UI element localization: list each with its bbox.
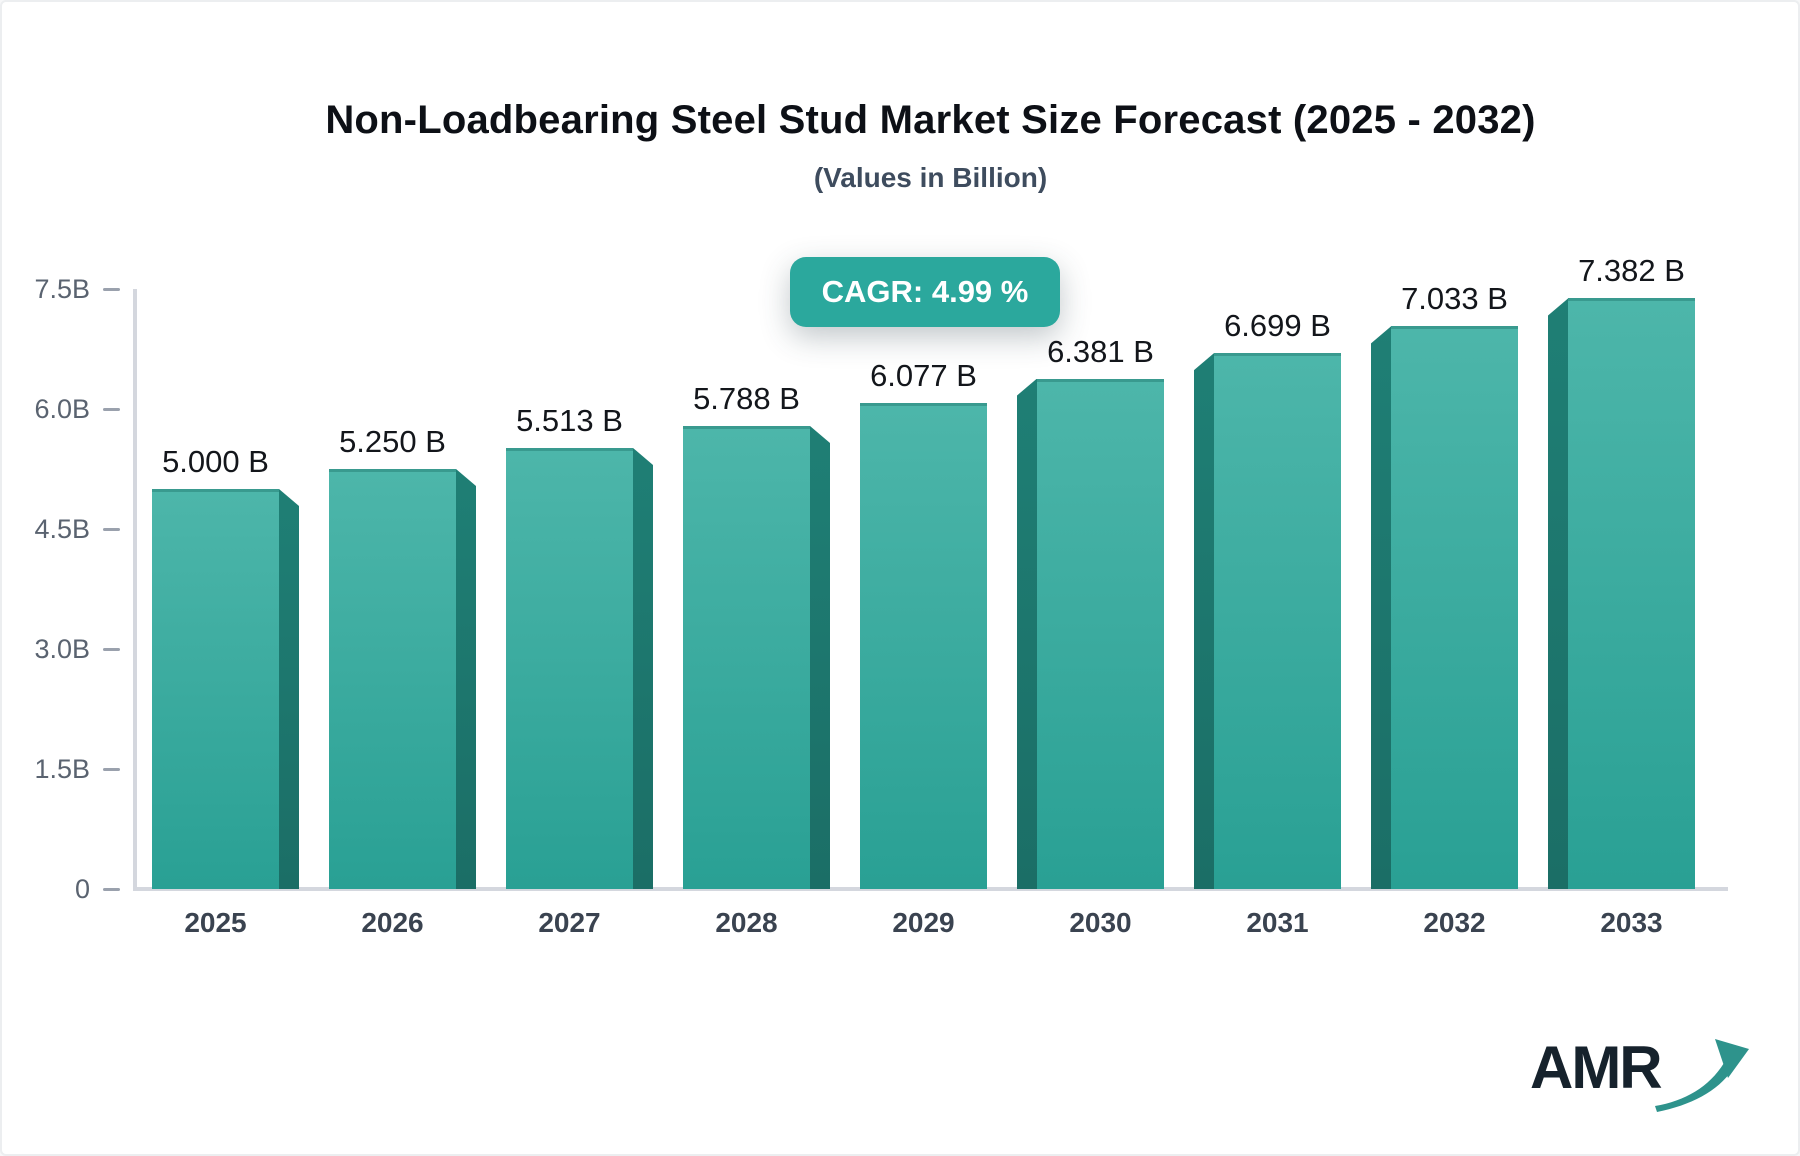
bar-value-label: 5.000 B — [162, 444, 269, 479]
bar-side-face-2026 — [456, 469, 476, 889]
bar-value-label: 7.033 B — [1401, 281, 1508, 317]
bar-2029 — [860, 402, 987, 889]
amr-logo: AMR — [1530, 1036, 1753, 1114]
bar-2027 — [506, 447, 633, 889]
x-tick-label: 2033 — [1600, 907, 1663, 938]
y-tick-dash — [103, 288, 120, 291]
x-axis-baseline — [133, 887, 1728, 891]
bar-2032 — [1391, 326, 1518, 889]
bar-side-face-2030 — [1017, 378, 1037, 889]
x-tick-label: 2028 — [715, 907, 778, 938]
bar-side-face-2031 — [1194, 353, 1214, 889]
bar-value-label: 5.788 B — [693, 380, 800, 416]
plot-area: 0 1.5B 3.0B 4.5B 6.0B 7.5B 5.000 B 5.250 B 5.51… — [34, 253, 1728, 938]
x-tick-label: 2025 — [184, 907, 247, 938]
bar-value-label: 6.077 B — [870, 357, 977, 393]
y-tick-dash — [103, 768, 120, 771]
x-tick-label: 2032 — [1423, 907, 1486, 938]
bar-value-label: 5.250 B — [339, 424, 446, 459]
growth-arrow-icon — [1654, 1039, 1749, 1112]
y-tick-label: 0 — [74, 874, 90, 904]
bar-2033 — [1568, 298, 1695, 889]
x-tick-label: 2030 — [1069, 907, 1132, 938]
bar-2030 — [1037, 378, 1164, 889]
y-tick-dash — [103, 528, 120, 531]
amr-logo-text: AMR — [1530, 1034, 1663, 1101]
bar-side-face-2032 — [1371, 326, 1391, 889]
bar-value-label: 7.382 B — [1578, 253, 1685, 289]
bar-2031 — [1214, 353, 1341, 889]
y-tick-label: 3.0B — [34, 634, 90, 664]
bar-side-face-2025 — [279, 489, 299, 889]
bar-value-label: 6.381 B — [1047, 333, 1154, 369]
y-axis-line — [133, 289, 137, 889]
chart-subtitle: (Values in Billion) — [813, 162, 1048, 193]
y-tick-dash — [103, 408, 120, 411]
bar-2025 — [152, 489, 279, 889]
bar-value-label: 6.699 B — [1224, 308, 1331, 344]
cagr-badge: CAGR: 4.99 % — [790, 257, 1060, 327]
y-tick-label: 6.0B — [34, 394, 90, 424]
x-tick-label: 2026 — [361, 907, 424, 938]
x-tick-label: 2027 — [538, 907, 601, 938]
y-tick-label: 1.5B — [34, 754, 90, 784]
y-tick-label: 7.5B — [34, 274, 90, 304]
bar-side-face-2027 — [633, 447, 653, 889]
x-tick-label: 2031 — [1246, 907, 1309, 938]
bar-2026 — [329, 469, 456, 889]
y-tick-dash — [103, 648, 120, 651]
x-tick-label: 2029 — [892, 907, 955, 938]
bar-side-face-2033 — [1548, 298, 1568, 889]
y-tick-dash — [103, 888, 120, 891]
y-tick-label: 4.5B — [34, 514, 90, 544]
bar-value-label: 5.513 B — [516, 402, 623, 438]
bar-side-face-2028 — [810, 425, 830, 889]
bar-2028 — [683, 425, 810, 889]
chart-title: Non-Loadbearing Steel Stud Market Size F… — [325, 98, 1536, 142]
